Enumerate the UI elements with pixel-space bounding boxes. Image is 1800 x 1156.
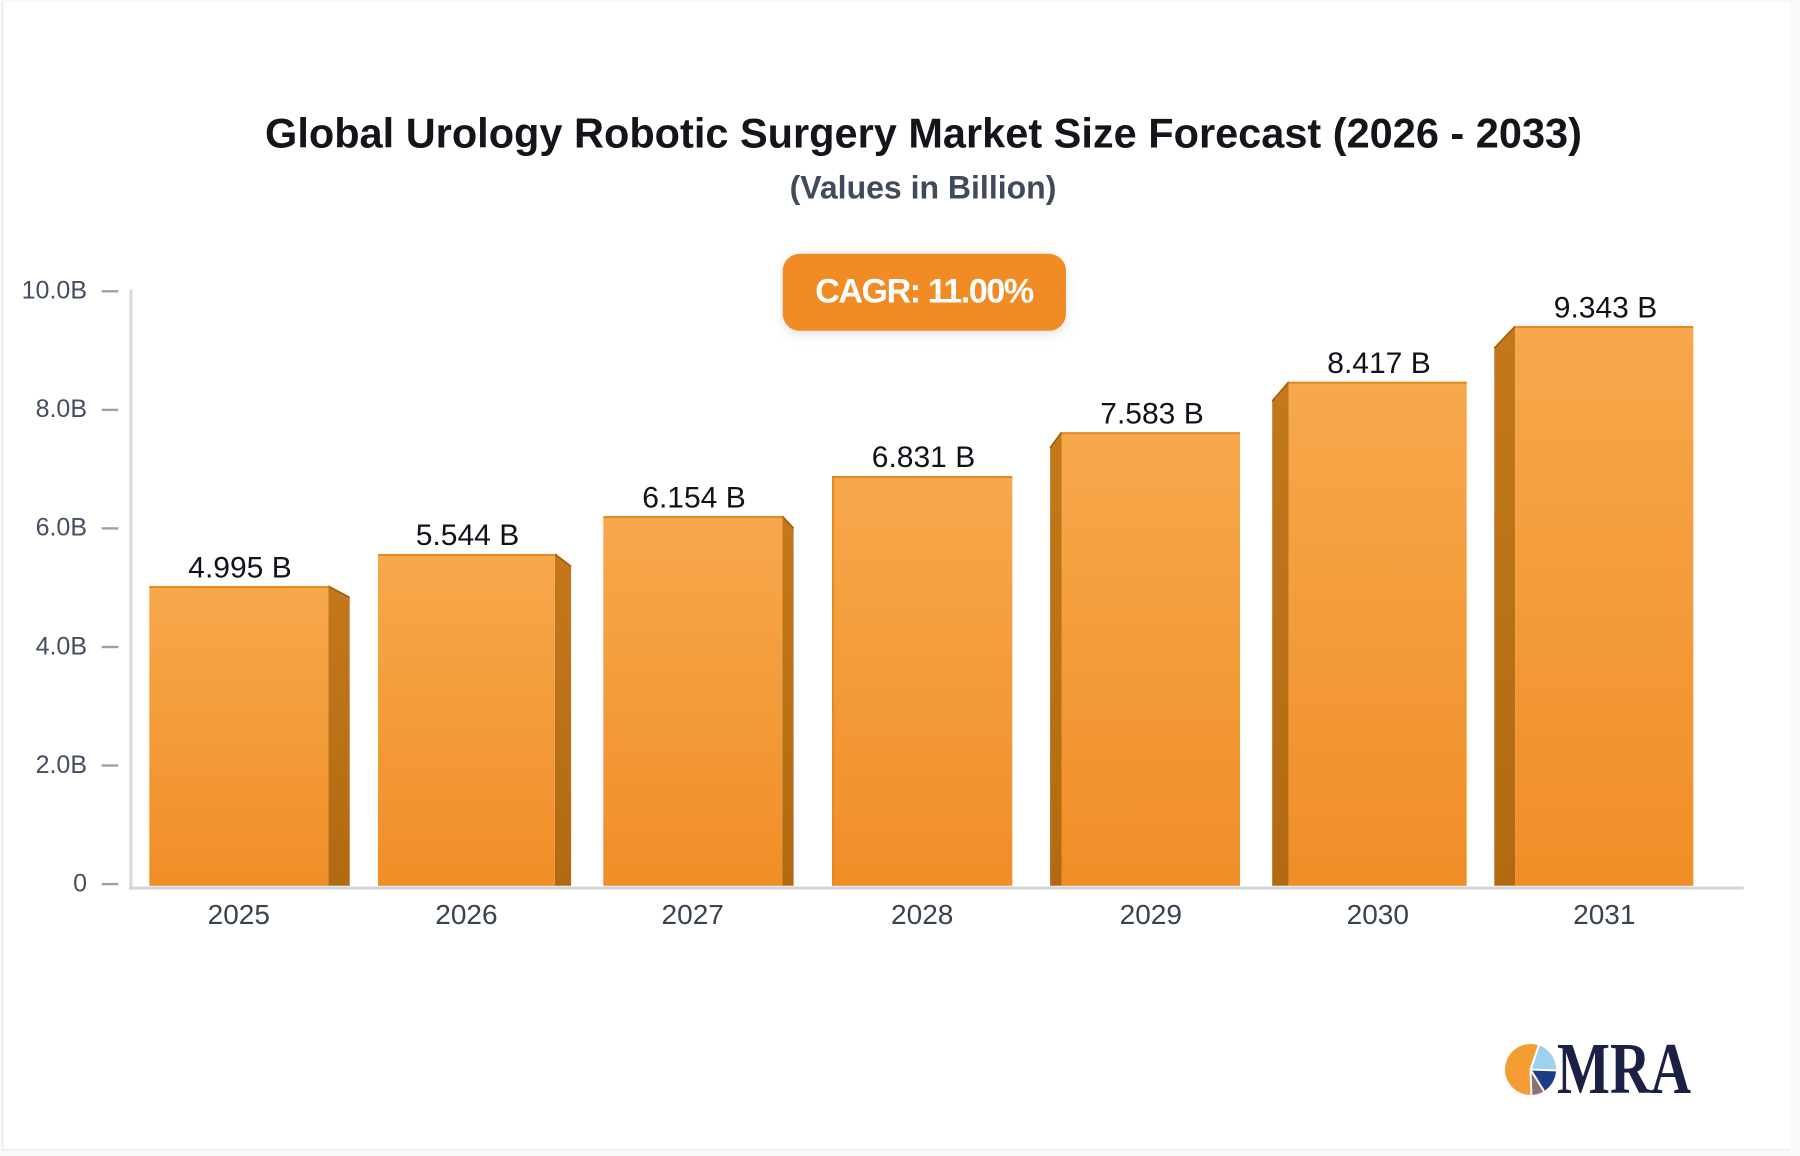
svg-text:4.0B: 4.0B: [36, 632, 87, 660]
svg-text:4.995 B: 4.995 B: [188, 551, 291, 584]
svg-text:0: 0: [73, 869, 87, 897]
svg-text:2.0B: 2.0B: [36, 751, 87, 779]
svg-text:10.0B: 10.0B: [22, 277, 87, 305]
svg-text:Global Urology Robotic Surgery: Global Urology Robotic Surgery Market Si…: [265, 110, 1582, 157]
svg-text:2029: 2029: [1120, 899, 1182, 930]
svg-text:6.0B: 6.0B: [36, 514, 87, 542]
svg-text:9.343 B: 9.343 B: [1554, 291, 1657, 324]
svg-text:8.417 B: 8.417 B: [1327, 347, 1430, 380]
svg-text:2030: 2030: [1347, 899, 1409, 930]
svg-text:2025: 2025: [208, 899, 270, 930]
svg-text:MRA: MRA: [1557, 1028, 1691, 1109]
svg-text:6.154 B: 6.154 B: [642, 481, 745, 514]
svg-text:2026: 2026: [435, 899, 497, 930]
svg-text:5.544 B: 5.544 B: [416, 519, 519, 552]
svg-text:CAGR: 11.00%: CAGR: 11.00%: [815, 273, 1034, 311]
svg-text:7.583 B: 7.583 B: [1100, 398, 1203, 431]
svg-text:8.0B: 8.0B: [36, 395, 87, 423]
svg-text:(Values in Billion): (Values in Billion): [790, 170, 1057, 206]
svg-text:2028: 2028: [891, 899, 953, 930]
svg-text:6.831 B: 6.831 B: [872, 441, 975, 474]
svg-text:2031: 2031: [1573, 899, 1635, 930]
svg-text:2027: 2027: [662, 899, 724, 930]
